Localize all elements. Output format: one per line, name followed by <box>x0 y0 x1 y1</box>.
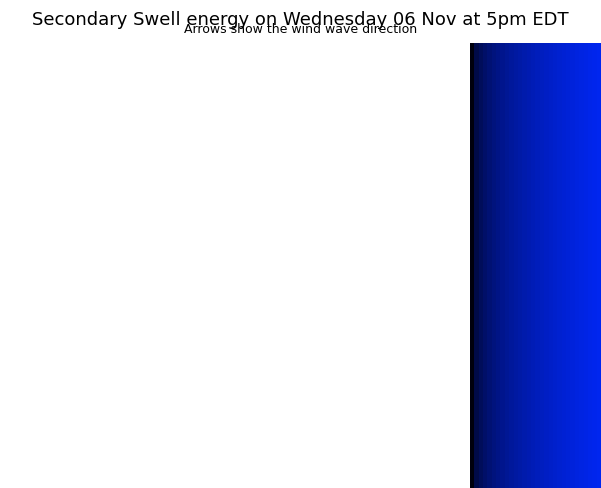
Polygon shape <box>575 44 579 488</box>
Polygon shape <box>531 44 535 488</box>
Polygon shape <box>570 44 575 488</box>
Polygon shape <box>501 44 505 488</box>
Polygon shape <box>566 44 570 488</box>
Polygon shape <box>562 44 566 488</box>
Polygon shape <box>483 44 487 488</box>
Polygon shape <box>470 44 474 488</box>
Polygon shape <box>514 44 518 488</box>
Polygon shape <box>597 44 601 488</box>
Polygon shape <box>474 44 478 488</box>
Polygon shape <box>522 44 526 488</box>
Polygon shape <box>526 44 531 488</box>
Text: Arrows show the wind wave direction: Arrows show the wind wave direction <box>184 23 417 37</box>
Polygon shape <box>509 44 514 488</box>
Polygon shape <box>592 44 597 488</box>
Polygon shape <box>557 44 562 488</box>
Polygon shape <box>505 44 509 488</box>
Polygon shape <box>535 44 540 488</box>
Polygon shape <box>544 44 549 488</box>
Polygon shape <box>487 44 492 488</box>
Polygon shape <box>518 44 522 488</box>
Polygon shape <box>588 44 592 488</box>
Polygon shape <box>496 44 501 488</box>
Polygon shape <box>549 44 553 488</box>
Polygon shape <box>584 44 588 488</box>
Polygon shape <box>492 44 496 488</box>
Polygon shape <box>579 44 584 488</box>
Polygon shape <box>540 44 544 488</box>
Polygon shape <box>478 44 483 488</box>
Text: Secondary Swell energy on Wednesday 06 Nov at 5pm EDT: Secondary Swell energy on Wednesday 06 N… <box>32 11 569 29</box>
Polygon shape <box>553 44 557 488</box>
